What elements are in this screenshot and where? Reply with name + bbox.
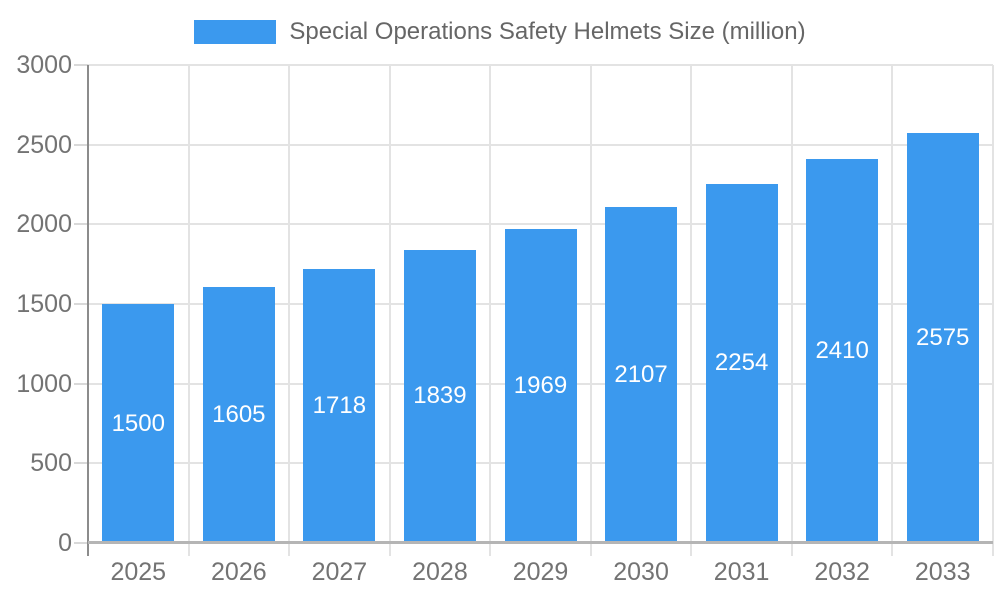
x-axis-label: 2026	[211, 558, 267, 586]
bar-value-label: 2107	[614, 361, 668, 389]
y-axis-label: 0	[58, 529, 72, 557]
x-axis-line	[88, 541, 993, 544]
bar-value-label: 1500	[111, 409, 165, 437]
x-tick-mark	[992, 543, 994, 556]
y-tick-mark	[74, 303, 88, 305]
bar-2033[interactable]	[906, 132, 979, 543]
bar-2028[interactable]	[403, 249, 476, 543]
y-axis-line	[87, 65, 89, 556]
x-axis-label: 2027	[311, 558, 368, 586]
bar-value-label: 1718	[312, 392, 367, 420]
bar-value-label: 1605	[212, 401, 266, 429]
bar-2032[interactable]	[806, 159, 879, 543]
bar-2026[interactable]	[202, 287, 275, 543]
y-axis-label: 2000	[16, 210, 72, 239]
gridline-vertical	[690, 65, 693, 543]
x-tick-mark	[388, 543, 391, 556]
legend: Special Operations Safety Helmets Size (…	[0, 14, 1000, 50]
bar-value-label: 2410	[815, 337, 869, 364]
x-axis-label: 2031	[713, 558, 770, 586]
plot-area: 1500 1605 1718 1839 1969 2107 2254 2410 2575	[88, 64, 994, 543]
gridline-vertical	[589, 65, 592, 543]
bar-value-label: 2254	[714, 349, 769, 377]
legend-swatch[interactable]	[194, 20, 277, 44]
gridline-vertical	[790, 65, 793, 543]
y-tick-mark	[74, 64, 88, 66]
x-axis-label: 2025	[110, 558, 167, 586]
y-axis-label: 2500	[16, 130, 72, 159]
y-tick-mark	[74, 143, 88, 146]
x-tick-mark	[690, 543, 693, 556]
bar-2031[interactable]	[705, 183, 778, 543]
x-tick-mark	[489, 543, 492, 556]
bar-value-label: 1969	[513, 372, 568, 400]
bar-2030[interactable]	[605, 207, 678, 543]
x-axis-label: 2033	[914, 558, 971, 586]
gridline-vertical	[187, 65, 190, 543]
y-axis-label: 1500	[16, 290, 72, 318]
y-tick-mark	[74, 462, 88, 465]
gridline-vertical	[388, 65, 391, 543]
x-axis-label: 2032	[814, 558, 870, 586]
y-axis-label: 3000	[16, 51, 72, 79]
gridline-vertical	[489, 65, 492, 543]
gridline-horizontal	[88, 223, 993, 226]
y-axis-label: 500	[30, 449, 72, 478]
gridline-vertical	[891, 65, 894, 543]
y-tick-mark	[74, 542, 88, 544]
y-tick-mark	[74, 382, 88, 385]
gridline-vertical	[288, 65, 291, 543]
x-axis-label: 2028	[412, 558, 468, 586]
bar-2025[interactable]	[102, 304, 175, 543]
legend-label[interactable]: Special Operations Safety Helmets Size (…	[289, 18, 806, 45]
x-tick-mark	[187, 543, 190, 556]
x-tick-mark	[288, 543, 291, 556]
gridline-horizontal	[88, 64, 993, 66]
x-tick-mark	[589, 543, 592, 556]
x-axis-label: 2029	[512, 558, 569, 586]
bar-2027[interactable]	[303, 269, 376, 543]
x-tick-mark	[790, 543, 793, 556]
bar-value-label: 1839	[413, 382, 467, 410]
y-axis-label: 1000	[16, 369, 72, 398]
x-tick-mark	[891, 543, 894, 556]
x-axis-label: 2030	[613, 558, 669, 586]
bar-2029[interactable]	[504, 229, 577, 543]
gridline-horizontal	[88, 143, 993, 146]
gridline-vertical	[992, 65, 994, 543]
y-tick-mark	[74, 223, 88, 226]
bar-value-label: 2575	[916, 323, 970, 351]
